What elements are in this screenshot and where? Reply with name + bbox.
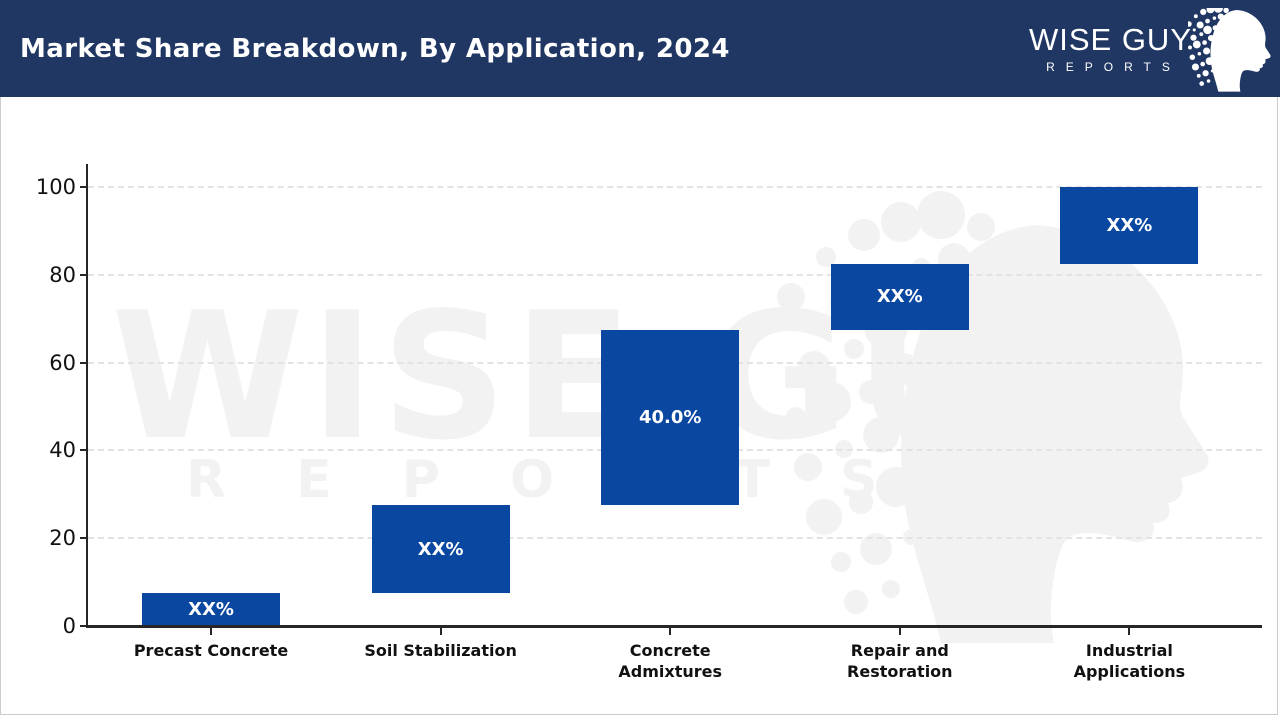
wise-guy-reports-logo: WISE GUY REPORTS [1010,0,1271,97]
x-axis-category-label: Soil Stabilization [364,641,517,660]
y-axis-tick-label: 0 [62,614,76,638]
x-axis-tick [439,627,442,635]
y-axis-tick [80,537,88,540]
bar-segment: XX% [142,593,280,626]
logo-head-icon [1188,8,1271,92]
logo-text: WISE GUY REPORTS [1029,22,1192,74]
logo-wordmark: WISE GUY [1028,22,1192,57]
x-axis-category-label: Concrete Admixtures [618,641,722,682]
x-axis-category-label: Repair and Restoration [847,641,953,682]
watermark-subtitle: R E P O R T S [186,450,903,510]
bar-value-label: XX% [417,538,464,560]
bar-value-label: XX% [188,599,234,621]
x-axis-tick [669,627,672,635]
logo-subtitle: REPORTS [1046,60,1181,74]
y-axis-tick [80,625,88,627]
bar-segment: XX% [830,263,969,330]
x-axis-tick [210,627,212,635]
x-axis-tick [1128,627,1131,635]
y-axis-tick-label: 20 [49,526,76,551]
bar-segment: XX% [1060,187,1199,264]
bar-segment: 40.0% [601,329,740,506]
x-axis-category-label: Precast Concrete [133,641,289,660]
y-axis-tick [80,273,88,276]
bar-segment: XX% [371,505,510,594]
x-axis-tick [898,627,901,635]
header-bar: Market Share Breakdown, By Application, … [0,0,1280,97]
y-axis-tick [80,449,88,452]
bar-value-label: XX% [1106,214,1153,236]
x-axis-category-label: Industrial Applications [1073,641,1186,682]
y-axis-line [86,164,88,627]
gridline-100 [88,186,1262,188]
y-axis-tick-label: 60 [49,350,76,375]
gridline-80 [88,273,1262,276]
bar-value-label: 40.0% [638,406,702,428]
x-axis-line [86,625,1262,628]
y-axis-tick [80,361,88,364]
y-axis-tick-label: 80 [49,262,76,287]
y-axis-tick [80,186,88,188]
page-title: Market Share Breakdown, By Application, … [20,33,730,64]
gridline-20 [88,537,1262,540]
y-axis-tick-label: 40 [49,438,76,463]
bar-value-label: XX% [876,286,923,308]
y-axis-tick-label: 100 [35,175,76,199]
